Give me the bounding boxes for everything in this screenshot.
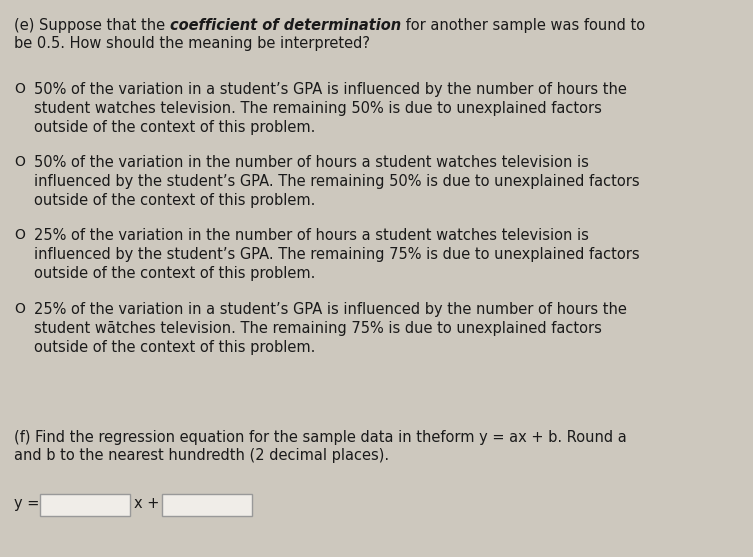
- Text: x +: x +: [134, 496, 160, 511]
- Text: O: O: [14, 82, 25, 96]
- Text: (e) Suppose that the: (e) Suppose that the: [14, 18, 169, 33]
- Text: O: O: [14, 155, 25, 169]
- Text: 25% of the variation in a student’s GPA is influenced by the number of hours the: 25% of the variation in a student’s GPA …: [34, 302, 627, 355]
- Text: O: O: [14, 228, 25, 242]
- Text: (f) Find the regression equation for the sample data in the⁠form y = ax + b. Rou: (f) Find the regression equation for the…: [14, 430, 626, 445]
- Text: 50% of the variation in the number of hours a student watches television is
infl: 50% of the variation in the number of ho…: [34, 155, 639, 208]
- Bar: [40, 494, 130, 516]
- Text: y =: y =: [14, 496, 39, 511]
- Text: O: O: [14, 302, 25, 316]
- Text: and b to the nearest hundredth (2 decimal places).: and b to the nearest hundredth (2 decima…: [14, 448, 389, 463]
- Text: be 0.5. How should the meaning be interpreted?: be 0.5. How should the meaning be interp…: [14, 36, 370, 51]
- Bar: [162, 494, 252, 516]
- Text: coefficient of determination: coefficient of determination: [169, 18, 401, 33]
- Text: 50% of the variation in a student’s GPA is influenced by the number of hours the: 50% of the variation in a student’s GPA …: [34, 82, 627, 135]
- Text: for another sample was found to: for another sample was found to: [401, 18, 645, 33]
- Text: 25% of the variation in the number of hours a student watches television is
infl: 25% of the variation in the number of ho…: [34, 228, 639, 281]
